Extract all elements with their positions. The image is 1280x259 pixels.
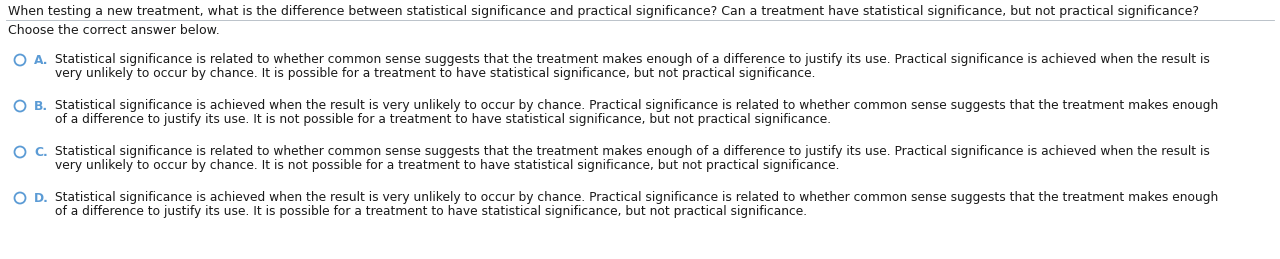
Text: Statistical significance is related to whether common sense suggests that the tr: Statistical significance is related to w… [55,54,1210,67]
Text: very unlikely to occur by chance. It is possible for a treatment to have statist: very unlikely to occur by chance. It is … [55,68,815,81]
Text: C.: C. [35,146,47,159]
Text: When testing a new treatment, what is the difference between statistical signifi: When testing a new treatment, what is th… [8,4,1199,18]
Text: Choose the correct answer below.: Choose the correct answer below. [8,25,220,38]
Text: Statistical significance is achieved when the result is very unlikely to occur b: Statistical significance is achieved whe… [55,99,1219,112]
Text: Statistical significance is achieved when the result is very unlikely to occur b: Statistical significance is achieved whe… [55,191,1219,205]
Text: Statistical significance is related to whether common sense suggests that the tr: Statistical significance is related to w… [55,146,1210,159]
Text: A.: A. [35,54,49,67]
Text: of a difference to justify its use. It is not possible for a treatment to have s: of a difference to justify its use. It i… [55,113,831,126]
Text: D.: D. [35,191,49,205]
Text: B.: B. [35,99,49,112]
Text: very unlikely to occur by chance. It is not possible for a treatment to have sta: very unlikely to occur by chance. It is … [55,160,840,172]
Text: of a difference to justify its use. It is possible for a treatment to have stati: of a difference to justify its use. It i… [55,205,808,219]
